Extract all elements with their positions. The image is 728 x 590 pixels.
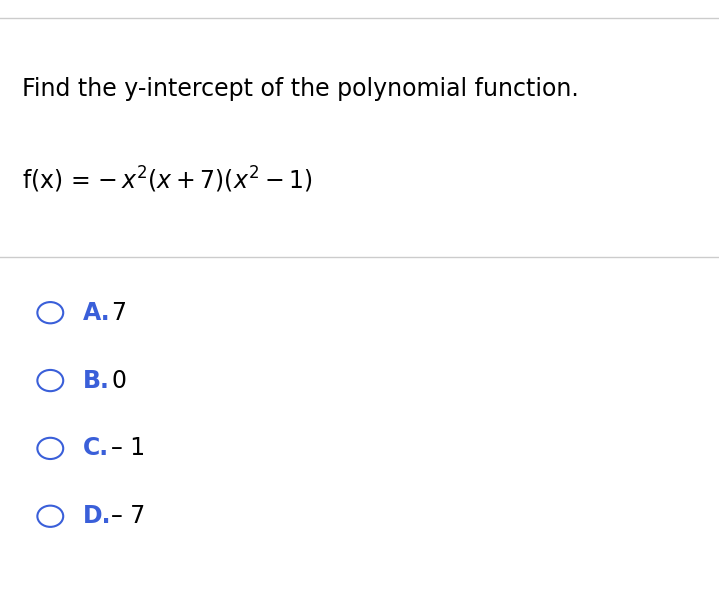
Text: Find the y-intercept of the polynomial function.: Find the y-intercept of the polynomial f…: [22, 77, 578, 101]
Text: C.: C.: [83, 437, 108, 460]
Text: B.: B.: [83, 369, 109, 392]
Text: 0: 0: [111, 369, 127, 392]
Text: A.: A.: [83, 301, 110, 324]
Text: – 1: – 1: [111, 437, 146, 460]
Text: 7: 7: [111, 301, 127, 324]
Text: D.: D.: [83, 504, 111, 528]
Text: f(x) = $-\,x^{2}(x+7)\left(x^{2}-1\right)$: f(x) = $-\,x^{2}(x+7)\left(x^{2}-1\right…: [22, 165, 312, 195]
Text: – 7: – 7: [111, 504, 146, 528]
